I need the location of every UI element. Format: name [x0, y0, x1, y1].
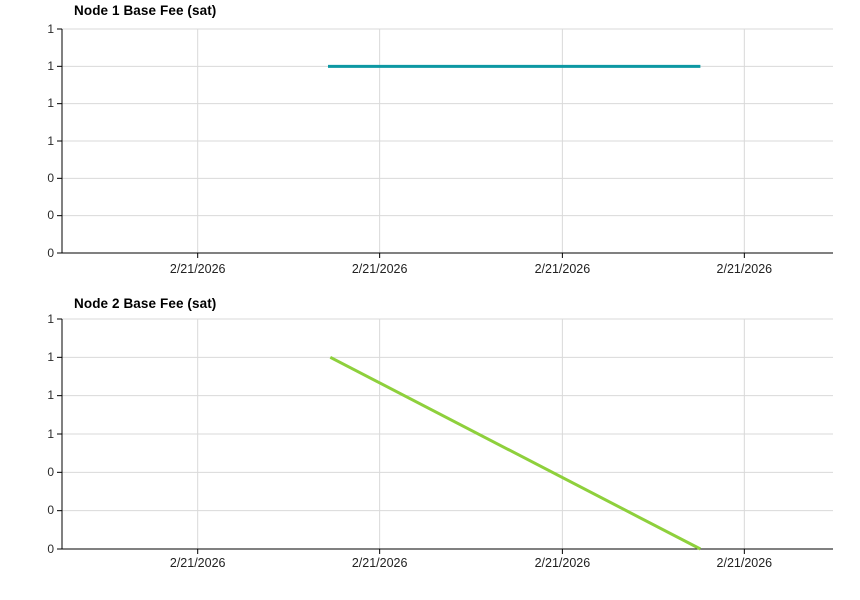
y-axis-tick-label: 0 [47, 503, 54, 518]
y-axis-tick-label: 1 [47, 349, 54, 364]
x-axis-tick-label: 2/21/2026 [169, 556, 226, 570]
y-axis-tick-label: 1 [47, 21, 54, 36]
node2-base-fee-chart: Node 2 Base Fee (sat) 1 1 1 1 0 0 0 2/21/2026 2/… [0, 290, 860, 580]
x-axis-tick-label: 2/21/2026 [351, 262, 408, 276]
y-axis-tick-label: 1 [47, 58, 54, 73]
y-axis-tick-label: 1 [47, 133, 54, 148]
series-line [329, 356, 702, 551]
chart-title-node1: Node 1 Base Fee (sat) [74, 3, 217, 18]
y-axis-tick-label: 1 [47, 426, 54, 441]
x-axis-tick-label: 2/21/2026 [534, 556, 591, 570]
y-axis-tick-label: 0 [47, 170, 54, 185]
x-axis-tick-label: 2/21/2026 [169, 262, 226, 276]
y-axis-tick-label: 0 [47, 245, 54, 260]
y-axis-tick-label: 1 [47, 388, 54, 403]
y-axis-tick-label: 0 [47, 541, 54, 556]
x-axis-tick-label: 2/21/2026 [534, 262, 591, 276]
chart-title-node2: Node 2 Base Fee (sat) [74, 296, 217, 311]
y-axis-tick-label: 0 [47, 464, 54, 479]
chart-canvas [57, 28, 833, 258]
x-axis-tick-label: 2/21/2026 [351, 556, 408, 570]
x-axis-tick-label: 2/21/2026 [716, 262, 773, 276]
x-axis-tick-label: 2/21/2026 [716, 556, 773, 570]
chart-canvas [57, 318, 833, 554]
y-axis-tick-label: 1 [47, 96, 54, 111]
y-axis-tick-label: 0 [47, 208, 54, 223]
y-axis-tick-label: 1 [47, 311, 54, 326]
node1-base-fee-chart: Node 1 Base Fee (sat) 1 1 1 1 0 0 0 2/21/2026 2/… [0, 0, 860, 290]
